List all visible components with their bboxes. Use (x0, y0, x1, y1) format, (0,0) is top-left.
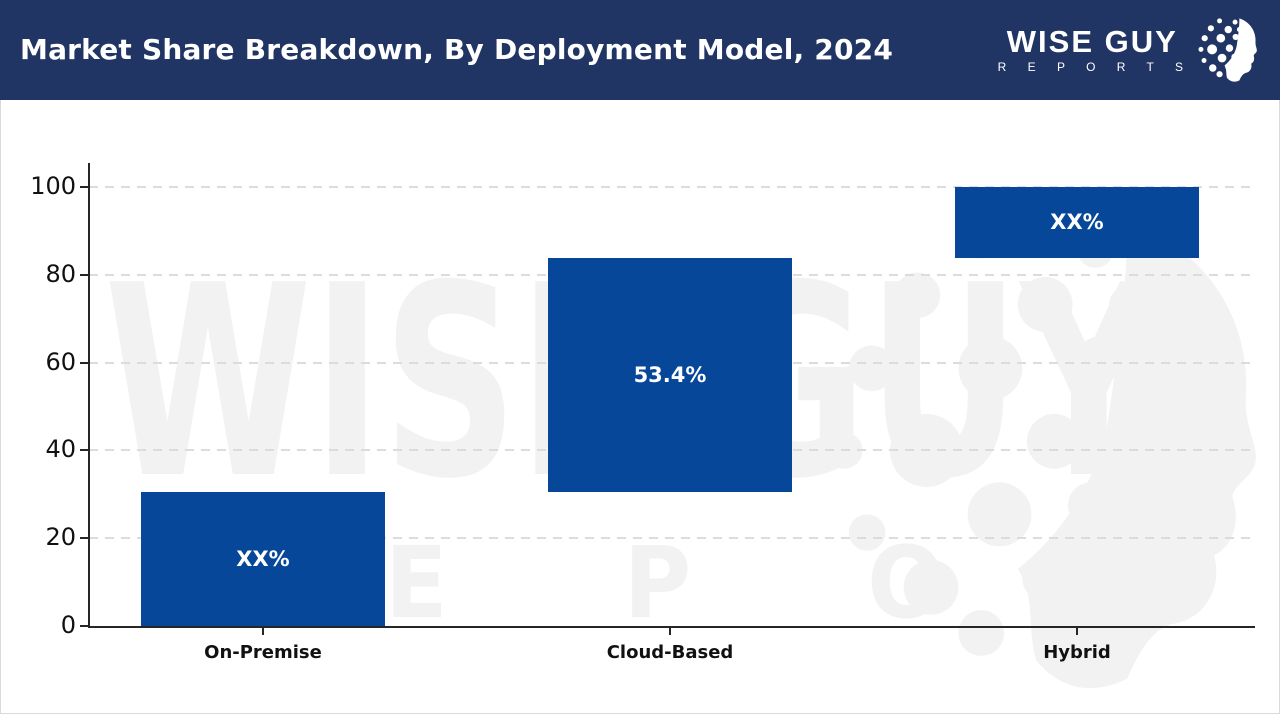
x-tickmark-0 (262, 628, 264, 635)
y-tick-label-60: 60 (45, 347, 76, 376)
x-tickmark-1 (669, 628, 671, 635)
x-tickmark-2 (1076, 628, 1078, 635)
logo-text: WISE GUY R E P O R T S (993, 23, 1192, 75)
gridline-100 (89, 186, 1253, 188)
y-tickmark-100 (80, 186, 88, 188)
x-tick-label-0: On-Premise (204, 642, 322, 663)
page-title: Market Share Breakdown, By Deployment Mo… (20, 33, 894, 66)
bar-value-label-0: XX% (236, 547, 290, 572)
y-tickmark-60 (80, 361, 88, 364)
logo-wordmark: WISE GUY (1006, 23, 1178, 59)
y-tickmark-80 (80, 273, 88, 276)
y-tickmark-0 (80, 625, 88, 627)
y-tickmark-20 (80, 537, 88, 540)
y-tick-label-20: 20 (45, 523, 76, 552)
logo-subtitle: R E P O R T S (997, 60, 1192, 75)
bar-hybrid: XX% (955, 187, 1199, 258)
y-tick-label-0: 0 (60, 611, 76, 639)
x-axis-spine (88, 626, 1255, 628)
x-tick-label-2: Hybrid (1043, 642, 1111, 663)
x-tick-label-1: Cloud-Based (606, 642, 734, 663)
y-tickmark-40 (80, 449, 88, 452)
bar-on-premise: XX% (141, 492, 385, 626)
header: Market Share Breakdown, By Deployment Mo… (0, 0, 1280, 100)
y-tick-label-40: 40 (45, 435, 76, 464)
bar-cloud-based: 53.4% (548, 257, 792, 493)
logo-face-icon (1196, 12, 1258, 88)
logo: WISE GUY R E P O R T S (993, 12, 1258, 88)
y-axis-spine (88, 163, 90, 628)
bar-value-label-2: XX% (1050, 210, 1104, 235)
bar-value-label-1: 53.4% (633, 362, 707, 387)
y-tick-label-100: 100 (30, 172, 76, 200)
gridline-20 (89, 537, 1253, 540)
y-tick-label-80: 80 (45, 259, 76, 288)
